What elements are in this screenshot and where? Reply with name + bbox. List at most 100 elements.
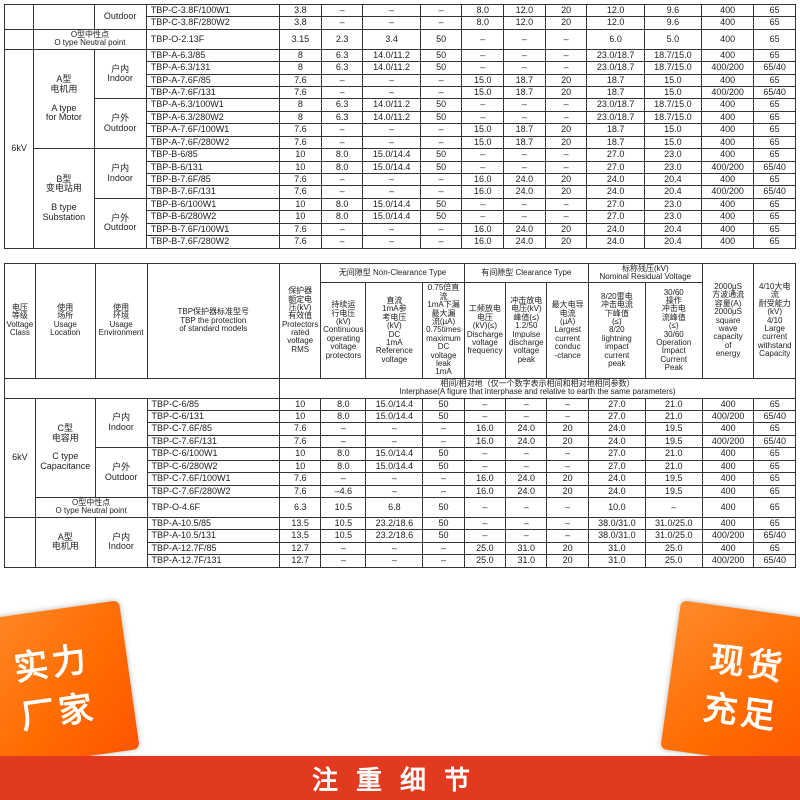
cell: 400 [702,423,754,435]
cell: 16.0 [462,186,504,198]
cell: 400 [702,542,754,554]
cell: 400 [702,49,754,61]
cell: 7.6 [280,423,321,435]
cell: 18.7/15.0 [644,111,701,123]
cell: 20 [545,174,587,186]
cell: 7.6 [280,136,322,148]
cell: 15.0 [644,136,701,148]
cell: 65/40 [754,555,796,567]
cell: 23.2/18.6 [366,517,423,529]
cell: – [504,211,546,223]
cell: – [464,498,505,518]
cell: – [462,198,504,210]
cell: 31.0 [588,542,645,554]
cell: – [363,17,420,29]
cell: – [420,186,462,198]
cell: 20 [545,17,587,29]
bottom-bar: 注重细节 [0,756,800,800]
cell: – [545,161,587,173]
cell: 23.0/18.7 [587,111,644,123]
model-cell: TBP-B-6/280W2 [146,211,279,223]
cell: – [420,124,462,136]
cell: 19.5 [645,423,702,435]
cell: 20 [547,473,588,485]
cell: – [506,530,547,542]
cell [5,29,34,49]
cell: 27.0 [588,460,645,472]
cell: 3.15 [280,29,322,49]
cell: 50 [423,448,464,460]
cell: – [420,5,462,17]
cell: 户内Indoor [94,49,146,99]
cell: 10 [280,448,321,460]
cell: 16.0 [464,485,505,497]
cell: 400/200 [702,555,754,567]
cell: – [547,517,588,529]
cell: 65 [754,473,796,485]
header-cell: 工频放电电压(kV)(≤)Dischargevoltagefrequency [464,283,505,378]
cell: 18.7 [587,86,644,98]
cell: 16.0 [462,223,504,235]
cell: 7.6 [280,186,322,198]
cell: 400 [702,99,754,111]
cell: – [321,223,363,235]
badge-bottom-left: 实力 厂家 [0,600,140,769]
model-cell: TBP-B-6/131 [146,161,279,173]
cell: – [423,542,464,554]
cell: 25.0 [464,555,505,567]
cell: 18.7 [504,86,546,98]
cell: 8 [280,49,322,61]
model-cell: TBP-B-7.6F/100W1 [146,223,279,235]
cell: 20 [547,542,588,554]
cell: 20 [545,86,587,98]
cell: 15.0/14.4 [366,460,423,472]
cell: 50 [420,198,462,210]
header-cell: 0.75倍直流1mA下漏最大漏流(µA)0.75timesmaximumDCvo… [423,283,464,378]
cell: 7.6 [280,124,322,136]
cell: 400 [702,236,754,248]
cell: – [321,542,366,554]
cell: 31.0 [588,555,645,567]
b-type-substation: B型变电站用B typeSubstation [34,149,94,249]
cell: 9.6 [644,5,701,17]
cell: 31.0/25.0 [645,517,702,529]
cell: 400/200 [702,410,754,422]
cell: 65 [754,174,796,186]
cell: 15.0/14.4 [363,211,420,223]
cell: 8.0 [321,211,363,223]
cell: – [423,555,464,567]
cell: – [506,398,547,410]
cell: 65 [754,29,796,49]
cell: 25.0 [464,542,505,554]
cell: 400 [702,149,754,161]
cell: – [462,211,504,223]
cell: 65 [754,542,796,554]
cell: – [321,435,366,447]
cell: – [504,49,546,61]
cell: 23.2/18.6 [366,530,423,542]
cell: 38.0/31.0 [588,530,645,542]
bottom-bar-text: 注重细节 [312,760,488,797]
cell: 16.0 [464,423,505,435]
cell: 20 [545,223,587,235]
model-cell: TBP-A-7.6F/131 [146,86,279,98]
cell: 10 [280,161,322,173]
cell: 5.0 [644,29,701,49]
cell: 15.0 [462,136,504,148]
cell: 10.5 [321,530,366,542]
model-cell: TBP-B-6/85 [146,149,279,161]
cell: 户内Indoor [95,398,147,448]
cell: – [547,410,588,422]
model-cell: TBP-C-6/280W2 [147,460,279,472]
model-cell: TBP-A-7.6F/85 [146,74,279,86]
c-type-capacitance: C型电容用C typeCapacitance [35,398,95,498]
cell: 15.0 [462,124,504,136]
cell: 24.0 [506,435,547,447]
cell: 400/200 [702,62,754,74]
cell: – [545,62,587,74]
cell: – [420,236,462,248]
cell: 50 [423,517,464,529]
cell: 8.0 [462,17,504,29]
cell: – [366,542,423,554]
cell: 65 [754,448,796,460]
